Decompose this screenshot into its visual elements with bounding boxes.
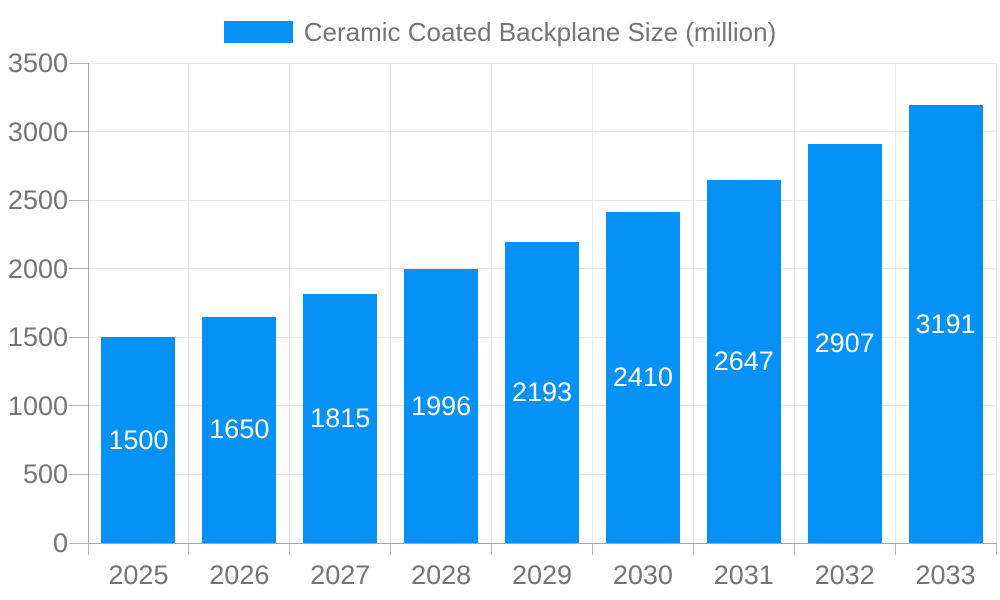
x-axis-label: 2029: [511, 560, 573, 590]
y-axis-label: 2000: [7, 253, 68, 284]
x-axis-tick: [793, 543, 795, 555]
x-axis-tick: [390, 543, 392, 555]
x-gridline: [995, 63, 997, 543]
x-axis-tick: [188, 543, 190, 555]
bar[interactable]: 3191: [908, 105, 983, 543]
x-axis-label: 2025: [108, 560, 169, 590]
x-gridline: [289, 63, 291, 543]
bar-value-label: 2410: [612, 362, 673, 393]
y-axis-label: 0: [52, 528, 68, 558]
y-axis-label: 1500: [7, 322, 68, 353]
bar[interactable]: 2907: [807, 144, 882, 543]
x-axis-line: [88, 543, 996, 544]
bar-value-label: 1650: [209, 414, 270, 445]
y-axis-tick: [69, 131, 88, 133]
legend-swatch: [223, 21, 293, 43]
x-axis-label: 2033: [915, 560, 976, 590]
bar[interactable]: 1815: [303, 294, 378, 543]
y-axis-tick: [69, 62, 88, 64]
bar-value-label: 2647: [713, 345, 774, 376]
x-axis-label: 2027: [310, 560, 371, 590]
x-gridline: [692, 63, 694, 543]
legend-label: Ceramic Coated Backplane Size (million): [303, 16, 777, 47]
bar[interactable]: 1996: [404, 269, 479, 543]
y-gridline: [88, 199, 996, 201]
y-axis-label: 2500: [7, 185, 68, 216]
bar-value-label: 1996: [411, 390, 472, 421]
x-axis-tick: [894, 543, 896, 555]
y-axis-tick: [69, 268, 88, 270]
x-gridline: [390, 63, 392, 543]
bar-value-label: 1815: [310, 403, 371, 434]
y-axis-tick: [69, 473, 88, 475]
y-axis-label: 3500: [7, 48, 68, 78]
y-axis-line: [88, 63, 89, 543]
bar-value-label: 2193: [511, 377, 573, 408]
legend-item[interactable]: Ceramic Coated Backplane Size (million): [0, 17, 1000, 47]
y-axis-tick: [69, 542, 88, 544]
bar[interactable]: 2193: [505, 242, 579, 543]
x-gridline: [188, 63, 190, 543]
x-gridline: [591, 63, 593, 543]
bar[interactable]: 1500: [101, 337, 176, 543]
y-axis-label: 1000: [7, 390, 68, 421]
bar[interactable]: 1650: [202, 316, 277, 543]
bar-value-label: 1500: [108, 424, 169, 455]
x-axis-tick: [995, 543, 997, 555]
x-axis-label: 2032: [814, 560, 875, 590]
x-axis-label: 2026: [209, 560, 270, 590]
bar[interactable]: 2647: [706, 179, 781, 543]
y-axis-tick: [69, 336, 88, 338]
x-gridline: [491, 63, 493, 543]
x-axis-label: 2031: [713, 560, 774, 590]
bar-value-label: 2907: [814, 328, 875, 359]
x-axis-label: 2030: [612, 560, 673, 590]
y-axis-label: 500: [22, 459, 68, 490]
x-axis-tick: [289, 543, 291, 555]
x-axis-tick: [491, 543, 493, 555]
x-gridline: [894, 63, 896, 543]
x-axis-tick: [692, 543, 694, 555]
bar-value-label: 3191: [915, 308, 976, 339]
y-gridline: [88, 62, 996, 64]
x-axis-tick: [591, 543, 593, 555]
y-axis-label: 3000: [7, 116, 68, 147]
bar[interactable]: 2410: [605, 212, 680, 543]
x-axis-label: 2028: [411, 560, 472, 590]
x-axis-tick: [87, 543, 89, 555]
x-gridline: [793, 63, 795, 543]
y-axis-tick: [69, 199, 88, 201]
y-gridline: [88, 131, 996, 133]
y-axis-tick: [69, 405, 88, 407]
